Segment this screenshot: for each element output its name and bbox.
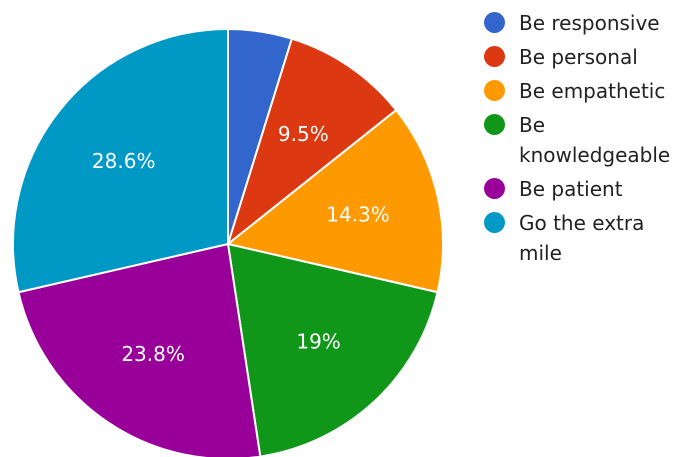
pie-slice-labels: 9.5% 14.3% 19% 23.8% 28.6% <box>92 122 390 366</box>
pie-slice-go-the-extra-mile[interactable] <box>12 27 229 294</box>
legend-swatch <box>484 46 505 67</box>
legend-swatch <box>484 114 505 135</box>
legend-item-be-patient[interactable]: Be patient <box>484 174 694 204</box>
slice-label: 14.3% <box>326 203 390 227</box>
legend-label: Be patient <box>519 177 623 201</box>
legend-label: Be knowledgeable <box>519 113 671 167</box>
legend-item-go-the-extra-mile[interactable]: Go the extra mile <box>484 208 694 268</box>
legend-label: Be personal <box>519 45 638 69</box>
legend-item-be-responsive[interactable]: Be responsive <box>484 8 694 38</box>
pie-slice-be-empathetic[interactable] <box>225 108 444 294</box>
legend-label: Be empathetic <box>519 79 666 103</box>
legend-swatch <box>484 12 505 33</box>
pie-slice-be-personal[interactable] <box>226 37 398 247</box>
legend-item-be-personal[interactable]: Be personal <box>484 42 694 72</box>
pie-slice-be-patient[interactable] <box>17 242 262 457</box>
legend-swatch <box>484 80 505 101</box>
slice-label: 28.6% <box>92 149 156 173</box>
legend-label: Go the extra mile <box>519 211 645 265</box>
pie-slices <box>12 27 444 457</box>
legend: Be responsive Be personal Be empathetic … <box>484 8 694 272</box>
legend-item-be-knowledgeable[interactable]: Be knowledgeable <box>484 110 694 170</box>
legend-swatch <box>484 212 505 233</box>
slice-label: 19% <box>296 330 340 354</box>
slice-label: 23.8% <box>121 342 185 366</box>
pie-slice-be-knowledgeable[interactable] <box>226 242 439 457</box>
legend-label: Be responsive <box>519 11 660 35</box>
legend-item-be-empathetic[interactable]: Be empathetic <box>484 76 694 106</box>
slice-label: 9.5% <box>278 122 329 146</box>
legend-swatch <box>484 178 505 199</box>
